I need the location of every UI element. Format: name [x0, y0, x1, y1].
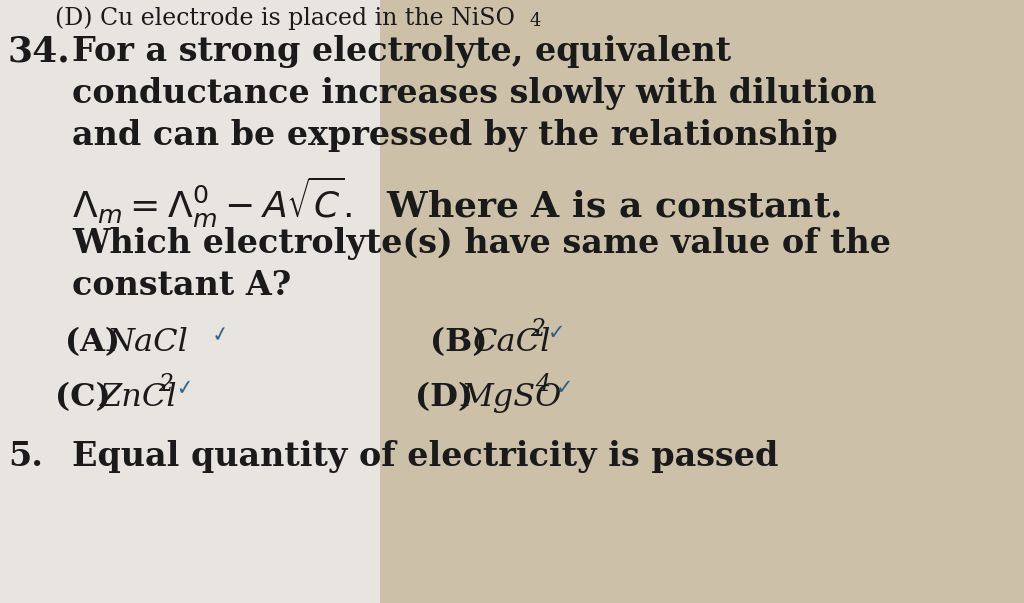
Text: conductance increases slowly with dilution: conductance increases slowly with diluti…	[72, 77, 877, 110]
Text: and can be expressed by the relationship: and can be expressed by the relationship	[72, 119, 838, 152]
Text: 34.: 34.	[8, 35, 71, 69]
Text: (D): (D)	[415, 382, 473, 413]
Text: ✓: ✓	[548, 323, 565, 343]
Text: (B): (B)	[430, 327, 487, 358]
Text: (A): (A)	[65, 327, 120, 358]
Text: 2: 2	[530, 318, 545, 341]
Text: ✓: ✓	[176, 378, 196, 399]
Bar	[380, 0, 1024, 603]
Text: For a strong electrolyte, equivalent: For a strong electrolyte, equivalent	[72, 35, 731, 68]
Text: (D) Cu electrode is placed in the NiSO: (D) Cu electrode is placed in the NiSO	[55, 6, 515, 30]
Text: NaCl: NaCl	[106, 327, 188, 358]
Text: ✓: ✓	[210, 323, 230, 346]
Text: Which electrolyte(s) have same value of the: Which electrolyte(s) have same value of …	[72, 227, 891, 260]
Text: 5.: 5.	[8, 440, 43, 473]
Text: $\Lambda_m = \Lambda_m^0 - A\sqrt{C}.$  Where A is a constant.: $\Lambda_m = \Lambda_m^0 - A\sqrt{C}.$ W…	[72, 175, 842, 230]
Text: 4: 4	[535, 373, 550, 396]
Text: 4: 4	[530, 12, 542, 30]
Text: 2: 2	[158, 373, 173, 396]
Text: (C): (C)	[55, 382, 111, 413]
Text: ✓: ✓	[556, 378, 573, 398]
Text: MgSO: MgSO	[460, 382, 561, 413]
Text: constant A?: constant A?	[72, 269, 291, 302]
Text: CaCl: CaCl	[473, 327, 551, 358]
Bar	[0, 0, 380, 603]
Text: ZnCl: ZnCl	[100, 382, 177, 413]
Text: Equal quantity of electricity is passed: Equal quantity of electricity is passed	[72, 440, 778, 473]
